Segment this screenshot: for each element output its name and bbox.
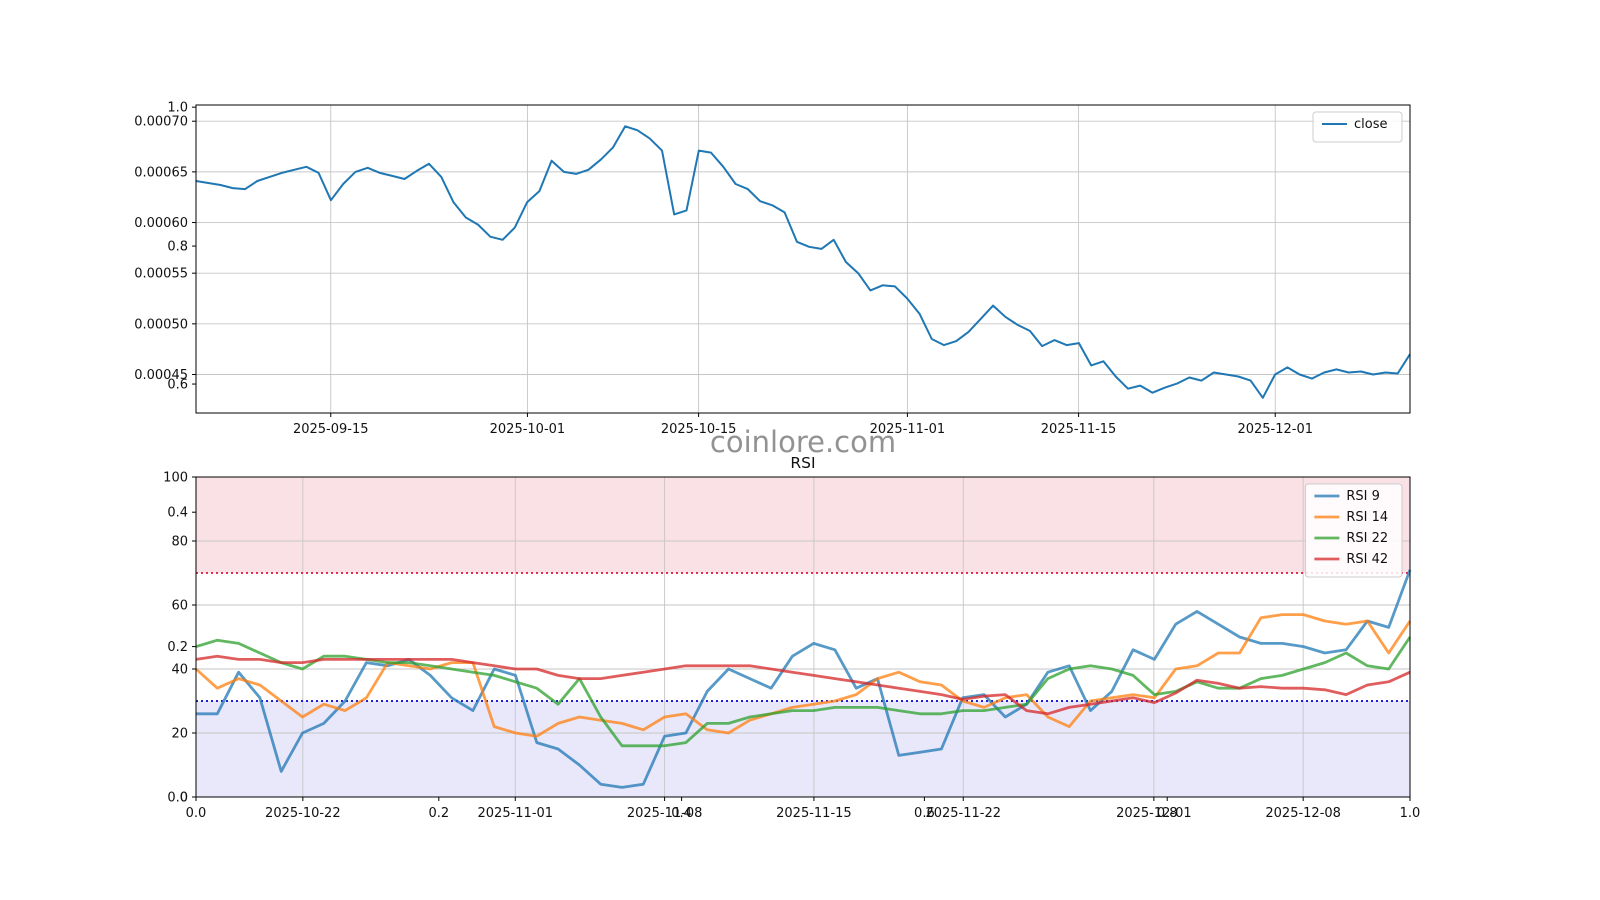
rsi-chart-title: RSI: [790, 454, 815, 472]
price-ytick-label: 0.00070: [134, 115, 188, 130]
price-overlay-ytick-label: 1.0: [167, 101, 188, 116]
rsi-plot-border: [195, 476, 1411, 798]
rsi-xtick-label: 2025-11-22: [925, 806, 1001, 821]
rsi-overlay-xtick-label: 0.8: [1157, 806, 1178, 821]
series-close: [195, 125, 1411, 399]
price-ytick-label: 0.00055: [134, 267, 188, 282]
rsi-band-overbought: [196, 477, 1410, 573]
rsi-xtick-label: 2025-12-08: [1265, 806, 1341, 821]
rsi-xtick-label: 2025-11-15: [776, 806, 852, 821]
price-legend-box: [1312, 111, 1403, 143]
price-gridlines: [196, 105, 1410, 413]
series-rsi-42: [195, 654, 1411, 716]
rsi-overlay-ytick-label: 0.4: [167, 506, 188, 521]
rsi-legend-box: [1304, 483, 1403, 578]
rsi-ytick-label: 60: [171, 599, 188, 614]
rsi-ytick-label: 20: [171, 727, 188, 742]
rsi-overlay-xtick-label: 0.6: [914, 806, 935, 821]
price-overlay-ytick-label: 0.8: [167, 240, 188, 255]
series-rsi-22: [195, 636, 1412, 748]
rsi-chart: 100 80 60 40 20 0 0.4 0.2 0.0 2025-10-22 2025-11-0…: [163, 471, 1420, 822]
rsi-overlay-xtick-label: 0.4: [671, 806, 692, 821]
rsi-xtick-label: 2025-10-22: [265, 806, 341, 821]
rsi-legend-label: RSI 42: [1346, 552, 1388, 567]
rsi-legend-label: RSI 22: [1346, 531, 1388, 546]
rsi-tick-marks: [192, 476, 1411, 801]
rsi-xtick-label: 2025-12-01: [1116, 806, 1192, 821]
rsi-ytick-label: 100: [163, 471, 188, 486]
rsi-ytick-label: 40: [171, 663, 188, 678]
price-xtick-label: 2025-10-15: [661, 422, 737, 437]
price-xtick-label: 2025-09-15: [293, 422, 369, 437]
rsi-legend: RSI 9 RSI 14 RSI 22 RSI 42: [1304, 483, 1403, 578]
rsi-overlay-ytick-label: 0.2: [167, 640, 188, 655]
price-tick-marks: [192, 106, 1276, 417]
price-overlay-ytick-label: 0.6: [167, 378, 188, 393]
rsi-legend-label: RSI 14: [1346, 510, 1388, 525]
price-axis-labels: 0.00070 0.00065 0.00060 0.00055 0.00050 0.000…: [134, 101, 1313, 437]
rsi-axis-labels: 100 80 60 40 20 0 0.4 0.2 0.0 2025-10-22 2025-11-0…: [163, 471, 1420, 822]
rsi-band-oversold: [196, 701, 1410, 797]
price-legend: close: [1312, 111, 1403, 143]
rsi-overlay-xtick-label: 0.2: [428, 806, 449, 821]
rsi-legend-label: RSI 9: [1346, 489, 1380, 504]
rsi-ytick-label: 80: [171, 535, 188, 550]
price-xtick-label: 2025-10-01: [490, 422, 566, 437]
rsi-ytick-label: 0: [180, 791, 188, 806]
price-xtick-label: 2025-12-01: [1237, 422, 1313, 437]
rsi-xtick-label: 2025-11-08: [627, 806, 703, 821]
price-series: [195, 125, 1411, 399]
watermark: coinlore.com: [710, 425, 896, 459]
rsi-series: [195, 569, 1412, 789]
price-xtick-label: 2025-11-15: [1041, 422, 1117, 437]
price-ytick-label: 0.00045: [134, 368, 188, 383]
price-legend-label: close: [1354, 117, 1387, 132]
price-xtick-label: 2025-11-01: [870, 422, 946, 437]
price-chart: 0.00070 0.00065 0.00060 0.00055 0.00050 0.000…: [134, 101, 1411, 437]
rsi-overlay-ytick-label: 0.0: [167, 791, 188, 806]
rsi-gridlines: [196, 477, 1410, 797]
price-plot-border: [195, 104, 1411, 414]
price-ytick-label: 0.00065: [134, 165, 188, 180]
series-rsi-14: [195, 613, 1412, 738]
rsi-xtick-label: 2025-11-01: [478, 806, 554, 821]
price-ytick-label: 0.00050: [134, 317, 188, 332]
rsi-overlay-xtick-label: 0.0: [186, 806, 207, 821]
price-ytick-label: 0.00060: [134, 216, 188, 231]
rsi-overlay-xtick-label: 1.0: [1400, 806, 1421, 821]
